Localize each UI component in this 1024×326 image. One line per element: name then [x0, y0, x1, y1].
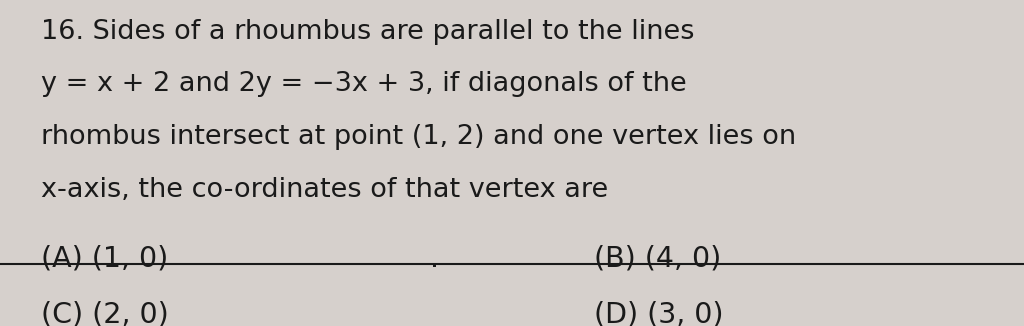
Text: rhombus intersect at point (1, 2) and one vertex lies on: rhombus intersect at point (1, 2) and on… — [41, 124, 796, 150]
Text: .: . — [430, 245, 439, 273]
Text: 16. Sides of a rhoumbus are parallel to the lines: 16. Sides of a rhoumbus are parallel to … — [41, 19, 694, 45]
Text: (A) (1, 0): (A) (1, 0) — [41, 245, 168, 273]
Text: (B) (4, 0): (B) (4, 0) — [594, 245, 721, 273]
Text: y = x + 2 and 2y = −3x + 3, if diagonals of the: y = x + 2 and 2y = −3x + 3, if diagonals… — [41, 71, 687, 97]
Text: x-axis, the co-ordinates of that vertex are: x-axis, the co-ordinates of that vertex … — [41, 177, 608, 202]
Text: (D) (3, 0): (D) (3, 0) — [594, 300, 723, 326]
Text: (C) (2, 0): (C) (2, 0) — [41, 300, 169, 326]
